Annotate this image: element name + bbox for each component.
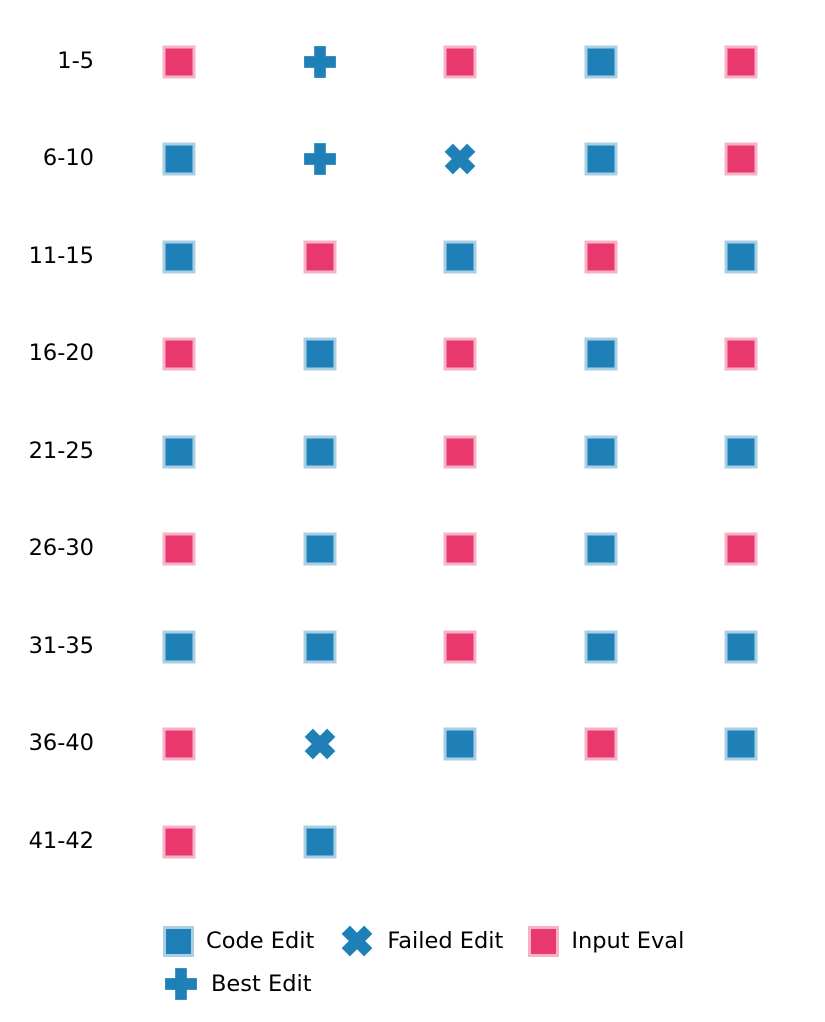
marker-code-edit-icon (162, 240, 196, 274)
row-label: 6-10 (42, 145, 94, 172)
marker-input-eval-icon (443, 45, 477, 79)
marker-code-edit-icon (443, 727, 477, 761)
marker-code-edit-icon (584, 142, 617, 176)
marker-input-eval-icon (303, 240, 336, 274)
marker-code-edit-icon (303, 435, 336, 469)
row-label: 36-40 (28, 730, 94, 757)
row-label: 1-5 (57, 47, 94, 74)
marker-input-eval-icon (443, 532, 477, 566)
marker-code-edit-icon (303, 630, 336, 664)
marker-input-eval-icon (724, 532, 758, 566)
marker-input-eval-icon (162, 825, 196, 859)
marker-best-edit-icon (163, 966, 199, 1002)
marker-code-edit-icon (162, 630, 196, 664)
legend-item-best-edit: Best Edit (163, 966, 312, 1002)
row-label: 31-35 (28, 632, 94, 659)
row-label: 21-25 (28, 437, 94, 464)
row-label: 11-15 (28, 242, 94, 269)
marker-input-eval-icon (724, 142, 758, 176)
marker-failed-edit-icon (442, 141, 478, 178)
marker-code-edit-icon (303, 532, 336, 566)
row-label: 41-42 (28, 827, 94, 854)
marker-best-edit-icon (302, 44, 337, 80)
row-label: 26-30 (28, 535, 94, 562)
legend-label: Code Edit (206, 928, 315, 954)
marker-input-eval-icon (724, 45, 758, 79)
legend: Code Edit Failed Edit Input Eval Best Edit (163, 923, 803, 1002)
row-label: 16-20 (28, 340, 94, 367)
marker-input-eval-icon (443, 435, 477, 469)
marker-input-eval-icon (162, 727, 196, 761)
marker-best-edit-icon (302, 141, 337, 177)
marker-failed-edit-icon (339, 923, 375, 959)
marker-input-eval-icon (724, 337, 758, 371)
legend-item-code-edit: Code Edit (163, 925, 315, 957)
marker-input-eval-icon (162, 337, 196, 371)
marker-input-eval-icon (443, 337, 477, 371)
marker-input-eval-icon (162, 45, 196, 79)
marker-code-edit-icon (443, 240, 477, 274)
marker-code-edit-icon (303, 337, 336, 371)
legend-label: Failed Edit (387, 928, 504, 954)
marker-code-edit-icon (724, 630, 758, 664)
marker-input-eval-icon (443, 630, 477, 664)
legend-item-input-eval: Input Eval (528, 925, 685, 957)
legend-item-failed-edit: Failed Edit (339, 923, 503, 959)
legend-label: Input Eval (571, 928, 685, 954)
marker-code-edit-icon (162, 142, 196, 176)
legend-label: Best Edit (211, 971, 312, 997)
marker-input-eval-icon (162, 532, 196, 566)
marker-code-edit-icon (724, 435, 758, 469)
marker-code-edit-icon (163, 925, 194, 957)
marker-code-edit-icon (584, 435, 617, 469)
marker-code-edit-icon (162, 435, 196, 469)
marker-failed-edit-icon (301, 726, 338, 762)
marker-code-edit-icon (584, 45, 617, 79)
marker-code-edit-icon (303, 825, 336, 859)
marker-code-edit-icon (584, 630, 617, 664)
marker-input-eval-icon (528, 925, 560, 957)
marker-input-eval-icon (584, 727, 617, 761)
marker-input-eval-icon (584, 240, 617, 274)
marker-code-edit-icon (724, 240, 758, 274)
marker-code-edit-icon (724, 727, 758, 761)
marker-code-edit-icon (584, 337, 617, 371)
marker-code-edit-icon (584, 532, 617, 566)
